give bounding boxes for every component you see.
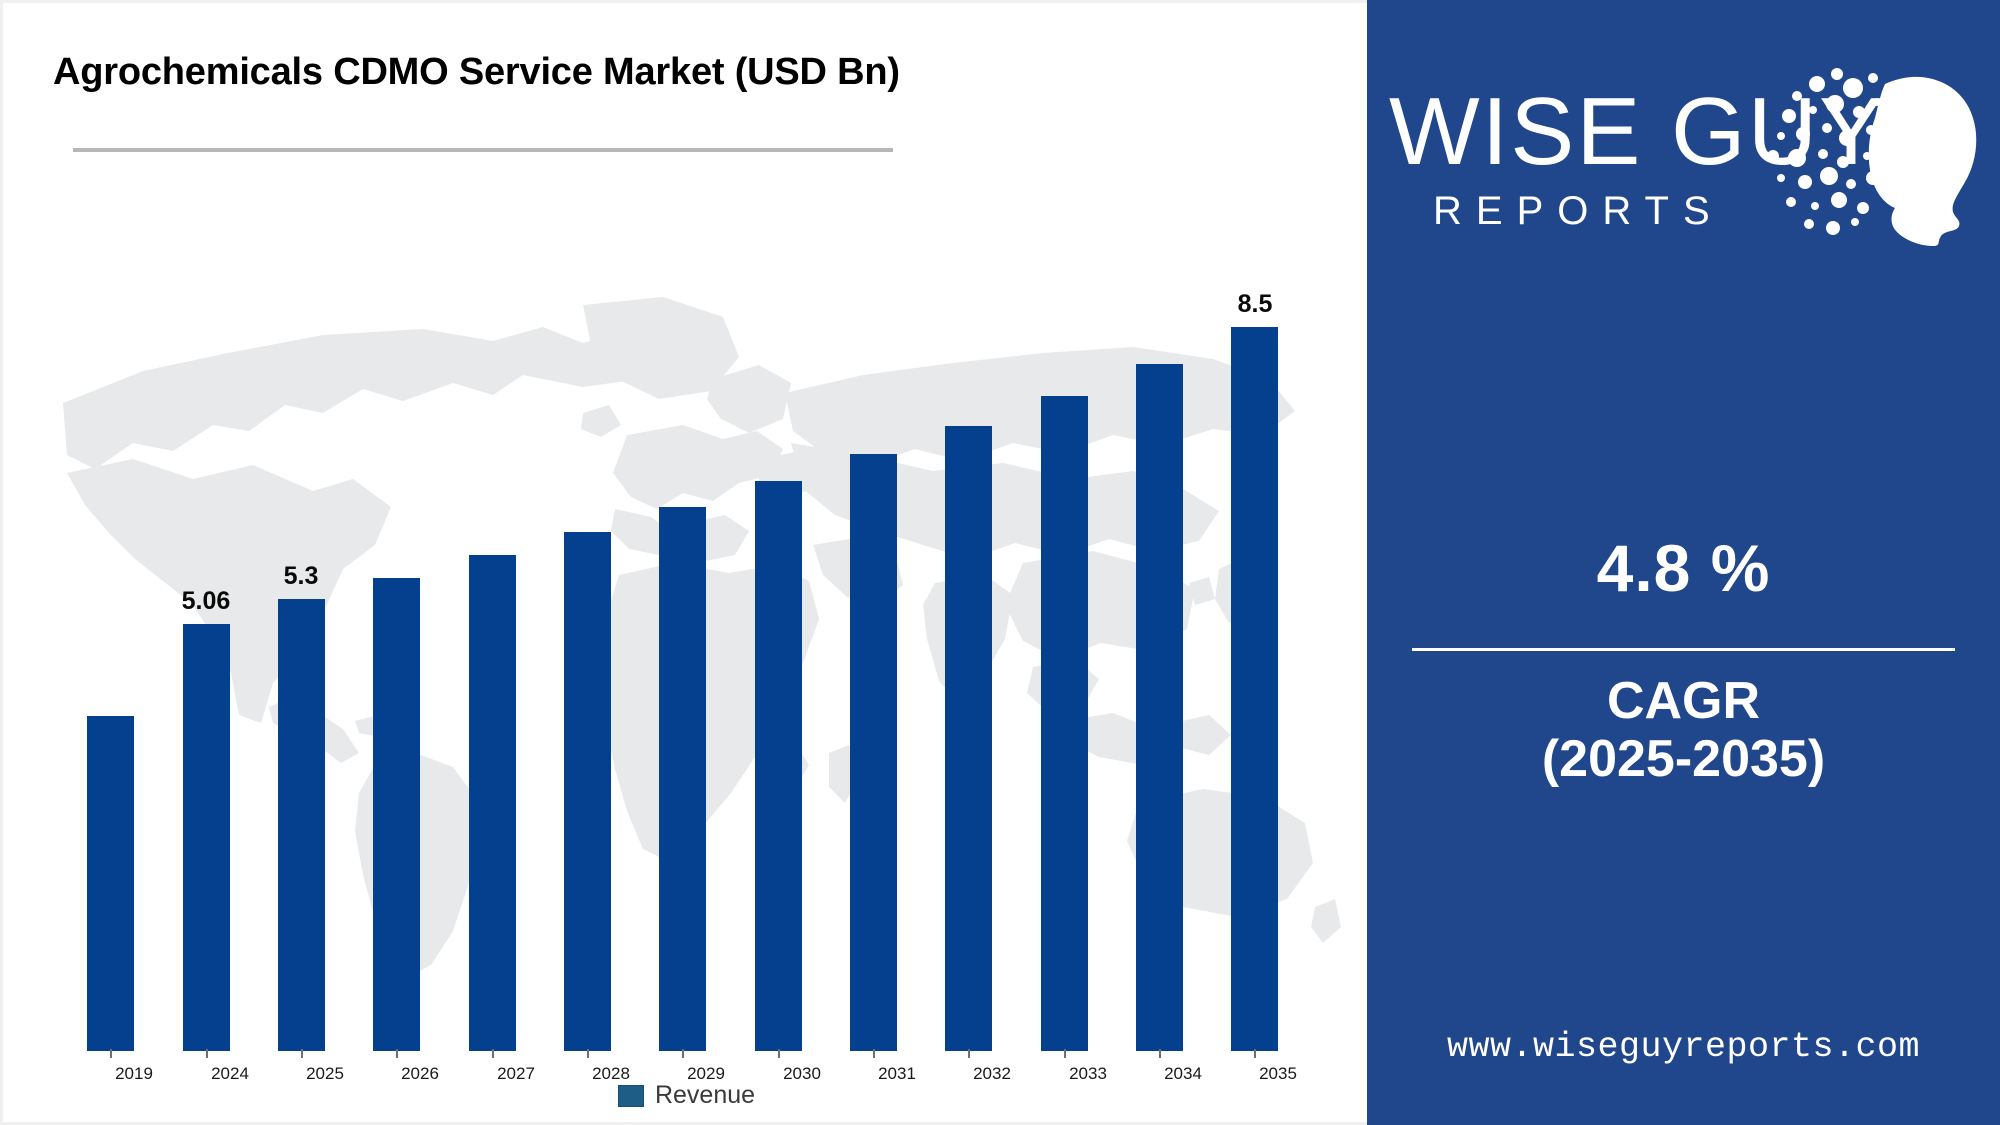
tick-mark-2027 bbox=[492, 1049, 494, 1058]
bar-2033[interactable] bbox=[1041, 396, 1088, 1051]
tick-label-2019: 2019 bbox=[115, 1064, 153, 1083]
tick-mark-2031 bbox=[873, 1049, 875, 1058]
bar-value-label-2025: 5.3 bbox=[283, 562, 319, 590]
tick-mark-2030 bbox=[778, 1049, 780, 1058]
tick-label-2033: 2033 bbox=[1069, 1064, 1107, 1083]
bar-2032[interactable] bbox=[945, 426, 992, 1051]
bar-2035[interactable] bbox=[1231, 327, 1278, 1051]
brand-panel: WISE GUY REPORTS bbox=[1367, 0, 2000, 1125]
tick-mark-2019 bbox=[110, 1049, 112, 1058]
tick-label-2030: 2030 bbox=[783, 1064, 821, 1083]
tick-label-2024: 2024 bbox=[211, 1064, 249, 1083]
title-divider bbox=[73, 148, 893, 152]
bar-chart-plot: 2019 5.06 2024 5.3 2025 2026 2027 2028 bbox=[3, 3, 1367, 1122]
bar-2025[interactable] bbox=[278, 599, 325, 1051]
wiseguy-logo: WISE GUY REPORTS bbox=[1367, 58, 2000, 248]
bar-2031[interactable] bbox=[850, 454, 897, 1051]
chart-legend: Revenue bbox=[3, 1081, 1367, 1110]
svg-text:REPORTS: REPORTS bbox=[1433, 189, 1724, 233]
bar-2024[interactable] bbox=[183, 624, 230, 1051]
bar-2027[interactable] bbox=[469, 555, 516, 1051]
bar-2029[interactable] bbox=[659, 507, 706, 1051]
cagr-value: 4.8 % bbox=[1596, 531, 1771, 605]
tick-mark-2035 bbox=[1254, 1049, 1256, 1058]
cagr-label-line2: (2025-2035) bbox=[1541, 730, 1826, 789]
tick-mark-2026 bbox=[396, 1049, 398, 1058]
cagr-divider bbox=[1412, 648, 1955, 651]
bar-2028[interactable] bbox=[564, 532, 611, 1051]
cagr-label-line1: CAGR bbox=[1606, 672, 1761, 730]
tick-label-2028: 2028 bbox=[592, 1064, 630, 1083]
tick-label-2035: 2035 bbox=[1259, 1064, 1297, 1083]
tick-label-2031: 2031 bbox=[878, 1064, 916, 1083]
tick-label-2029: 2029 bbox=[687, 1064, 725, 1083]
bar-2030[interactable] bbox=[755, 481, 802, 1051]
bar-2019[interactable] bbox=[87, 716, 134, 1051]
tick-mark-2028 bbox=[587, 1049, 589, 1058]
legend-swatch-revenue bbox=[617, 1084, 644, 1107]
tick-mark-2033 bbox=[1064, 1049, 1066, 1058]
tick-mark-2025 bbox=[301, 1049, 303, 1058]
chart-panel: Agrochemicals CDMO Service Market (USD B… bbox=[0, 0, 1367, 1125]
tick-label-2027: 2027 bbox=[497, 1064, 535, 1083]
website-url[interactable]: www.wiseguyreports.com bbox=[1446, 1027, 1921, 1067]
tick-label-2026: 2026 bbox=[401, 1064, 439, 1083]
tick-label-2025: 2025 bbox=[306, 1064, 344, 1083]
svg-text:WISE GUY: WISE GUY bbox=[1389, 78, 1885, 185]
tick-mark-2029 bbox=[682, 1049, 684, 1058]
bar-2034[interactable] bbox=[1136, 364, 1183, 1051]
tick-mark-2032 bbox=[968, 1049, 970, 1058]
tick-mark-2024 bbox=[206, 1049, 208, 1058]
bar-value-label-2035: 8.5 bbox=[1237, 290, 1273, 318]
bar-value-label-2024: 5.06 bbox=[181, 587, 231, 615]
bar-2026[interactable] bbox=[373, 578, 420, 1051]
tick-label-2034: 2034 bbox=[1164, 1064, 1202, 1083]
tick-label-2032: 2032 bbox=[973, 1064, 1011, 1083]
cagr-label: CAGR (2025-2035) bbox=[1367, 672, 2000, 788]
tick-mark-2034 bbox=[1159, 1049, 1161, 1058]
page-title: Agrochemicals CDMO Service Market (USD B… bbox=[53, 51, 900, 93]
legend-label-revenue: Revenue bbox=[654, 1081, 756, 1109]
